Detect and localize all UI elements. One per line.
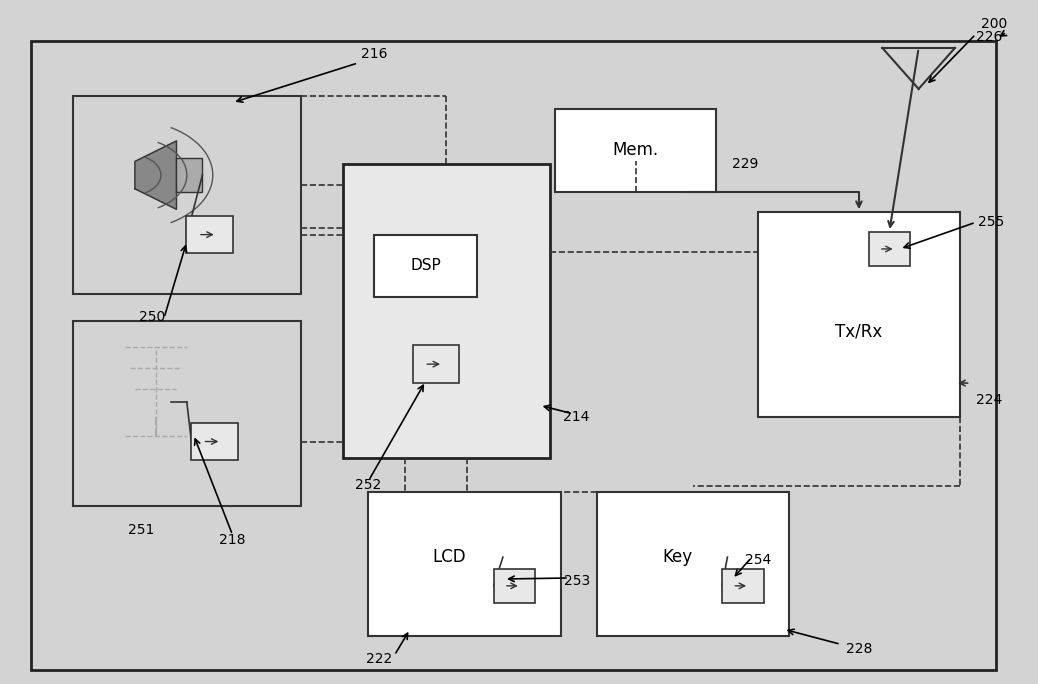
FancyBboxPatch shape <box>73 321 301 506</box>
Text: Tx/Rx: Tx/Rx <box>836 322 882 340</box>
FancyBboxPatch shape <box>555 109 716 192</box>
Text: 250: 250 <box>139 311 166 324</box>
FancyBboxPatch shape <box>374 235 477 297</box>
Text: LCD: LCD <box>433 548 466 566</box>
Text: 228: 228 <box>846 642 872 656</box>
FancyBboxPatch shape <box>368 492 561 636</box>
FancyBboxPatch shape <box>869 232 910 266</box>
Text: 218: 218 <box>219 533 246 547</box>
FancyBboxPatch shape <box>187 216 234 254</box>
Text: 200: 200 <box>981 17 1007 31</box>
Text: 254: 254 <box>744 553 771 567</box>
Text: 252: 252 <box>355 478 382 492</box>
Bar <box>176 158 202 192</box>
FancyBboxPatch shape <box>413 345 459 383</box>
Text: DSP: DSP <box>410 259 441 273</box>
FancyBboxPatch shape <box>722 568 764 603</box>
FancyBboxPatch shape <box>597 492 789 636</box>
Text: 229: 229 <box>732 157 758 170</box>
FancyBboxPatch shape <box>494 568 536 603</box>
Text: 226: 226 <box>976 30 1002 44</box>
FancyBboxPatch shape <box>758 212 960 417</box>
FancyBboxPatch shape <box>343 164 550 458</box>
Text: 216: 216 <box>361 47 388 61</box>
Text: Mem.: Mem. <box>612 142 659 159</box>
Text: 251: 251 <box>128 523 155 536</box>
FancyBboxPatch shape <box>31 41 996 670</box>
Text: 224: 224 <box>976 393 1002 406</box>
FancyBboxPatch shape <box>73 96 301 294</box>
Text: 253: 253 <box>564 574 591 588</box>
FancyBboxPatch shape <box>191 423 238 460</box>
Text: 214: 214 <box>563 410 590 423</box>
Text: 255: 255 <box>978 215 1004 228</box>
Text: 222: 222 <box>365 653 392 666</box>
Polygon shape <box>135 141 176 209</box>
Text: Key: Key <box>662 548 692 566</box>
